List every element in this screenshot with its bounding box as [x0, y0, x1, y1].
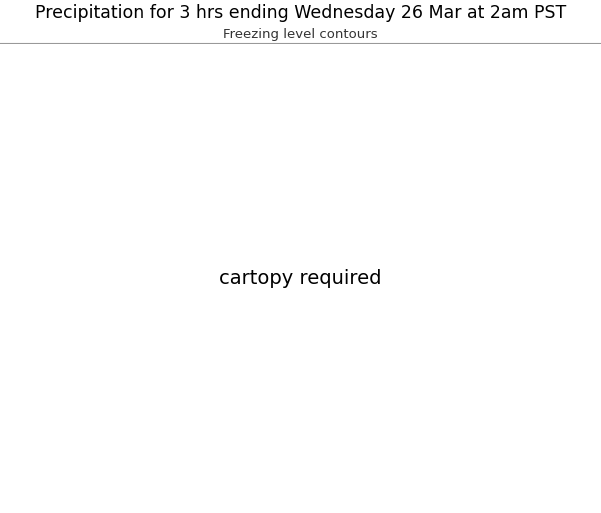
Text: Freezing level contours: Freezing level contours [223, 28, 378, 42]
Text: cartopy required: cartopy required [219, 269, 382, 288]
Text: Precipitation for 3 hrs ending Wednesday 26 Mar at 2am PST: Precipitation for 3 hrs ending Wednesday… [35, 4, 566, 22]
